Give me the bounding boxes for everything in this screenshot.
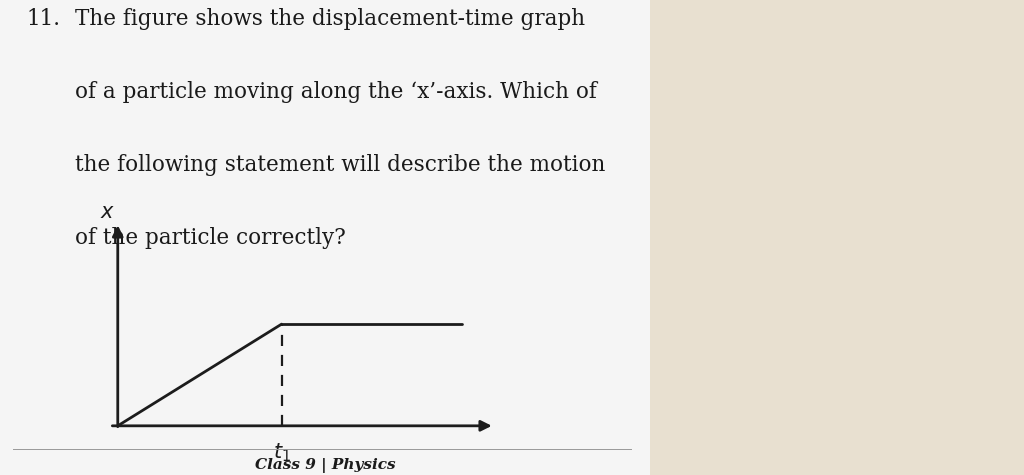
- Text: of a particle moving along the ‘x’-axis. Which of: of a particle moving along the ‘x’-axis.…: [75, 81, 597, 103]
- Text: the following statement will describe the motion: the following statement will describe th…: [75, 154, 605, 176]
- Text: The figure shows the displacement-time graph: The figure shows the displacement-time g…: [75, 8, 585, 30]
- Text: $x$: $x$: [100, 203, 116, 222]
- Text: $t_1$: $t_1$: [272, 442, 291, 465]
- Text: of the particle correctly?: of the particle correctly?: [75, 228, 345, 249]
- Text: Class 9 | Physics: Class 9 | Physics: [255, 457, 395, 473]
- Text: 11.: 11.: [26, 8, 60, 30]
